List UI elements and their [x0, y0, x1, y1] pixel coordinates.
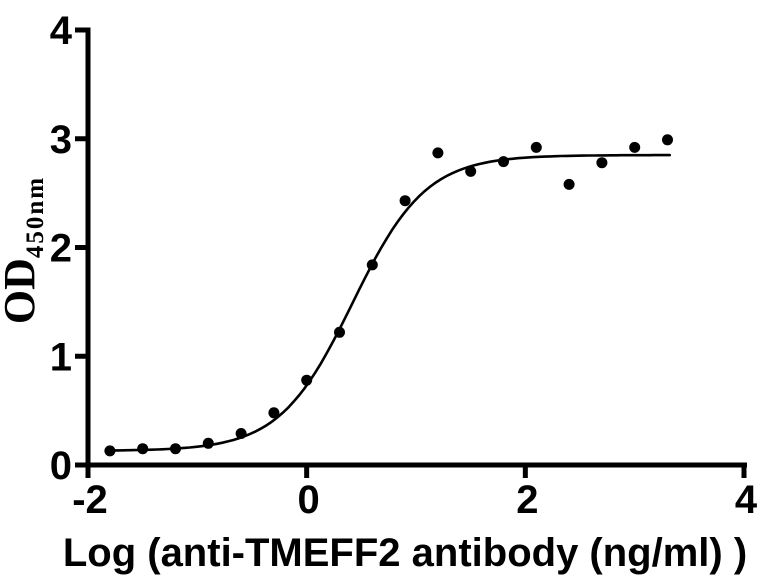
- data-point: [104, 445, 116, 457]
- data-point: [432, 147, 444, 159]
- fit-curve-path: [106, 153, 671, 452]
- data-point: [170, 443, 181, 455]
- fit-curve: [106, 153, 671, 452]
- y-tick-label: 3: [50, 118, 72, 162]
- data-point: [563, 178, 575, 190]
- data-point: [334, 326, 345, 338]
- data-point: [301, 374, 313, 386]
- data-point: [465, 165, 477, 177]
- x-tick-label: 0: [298, 478, 320, 522]
- data-points: [104, 134, 673, 457]
- y-axis-title: OD450nm: [0, 176, 49, 324]
- x-tick-labels: -2 0 2 4: [72, 478, 757, 522]
- data-point: [498, 156, 509, 168]
- data-point: [596, 157, 608, 169]
- data-point: [366, 259, 378, 271]
- x-axis-title: Log (anti-TMEFF2 antibody (ng/ml) ): [63, 531, 747, 575]
- data-point: [399, 195, 411, 207]
- data-point: [530, 141, 542, 153]
- y-tick-label: 1: [50, 335, 72, 379]
- x-tick-label: 2: [516, 478, 538, 522]
- data-point: [268, 407, 280, 419]
- y-tick-label: 0: [50, 444, 72, 488]
- x-tick-label: 4: [735, 478, 757, 522]
- y-tick-label: 4: [50, 9, 73, 53]
- axes: [75, 27, 747, 478]
- y-tick-label: 2: [50, 227, 72, 271]
- data-point: [202, 437, 214, 449]
- y-axis-title-subscript: 450nm: [22, 176, 49, 258]
- data-point: [235, 428, 247, 439]
- data-point: [629, 141, 641, 153]
- y-axis-title-main: OD: [0, 258, 44, 324]
- y-tick-labels: 0 1 2 3 4: [50, 9, 73, 488]
- x-tick-label: -2: [72, 478, 108, 522]
- data-point: [662, 134, 673, 146]
- data-point: [137, 443, 149, 455]
